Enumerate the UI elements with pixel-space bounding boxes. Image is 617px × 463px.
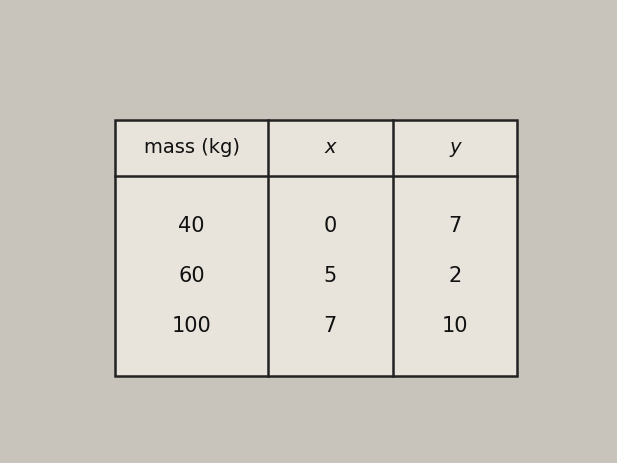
Text: 60: 60 — [178, 266, 205, 286]
Text: 0: 0 — [324, 216, 337, 236]
Text: 7: 7 — [448, 216, 462, 236]
Text: 2: 2 — [448, 266, 462, 286]
Text: y: y — [449, 138, 460, 157]
Text: 100: 100 — [172, 316, 212, 336]
Text: 7: 7 — [324, 316, 337, 336]
Text: x: x — [325, 138, 336, 157]
Text: 10: 10 — [442, 316, 468, 336]
Text: 40: 40 — [178, 216, 205, 236]
Text: mass (kg): mass (kg) — [144, 138, 239, 157]
Text: 5: 5 — [324, 266, 337, 286]
